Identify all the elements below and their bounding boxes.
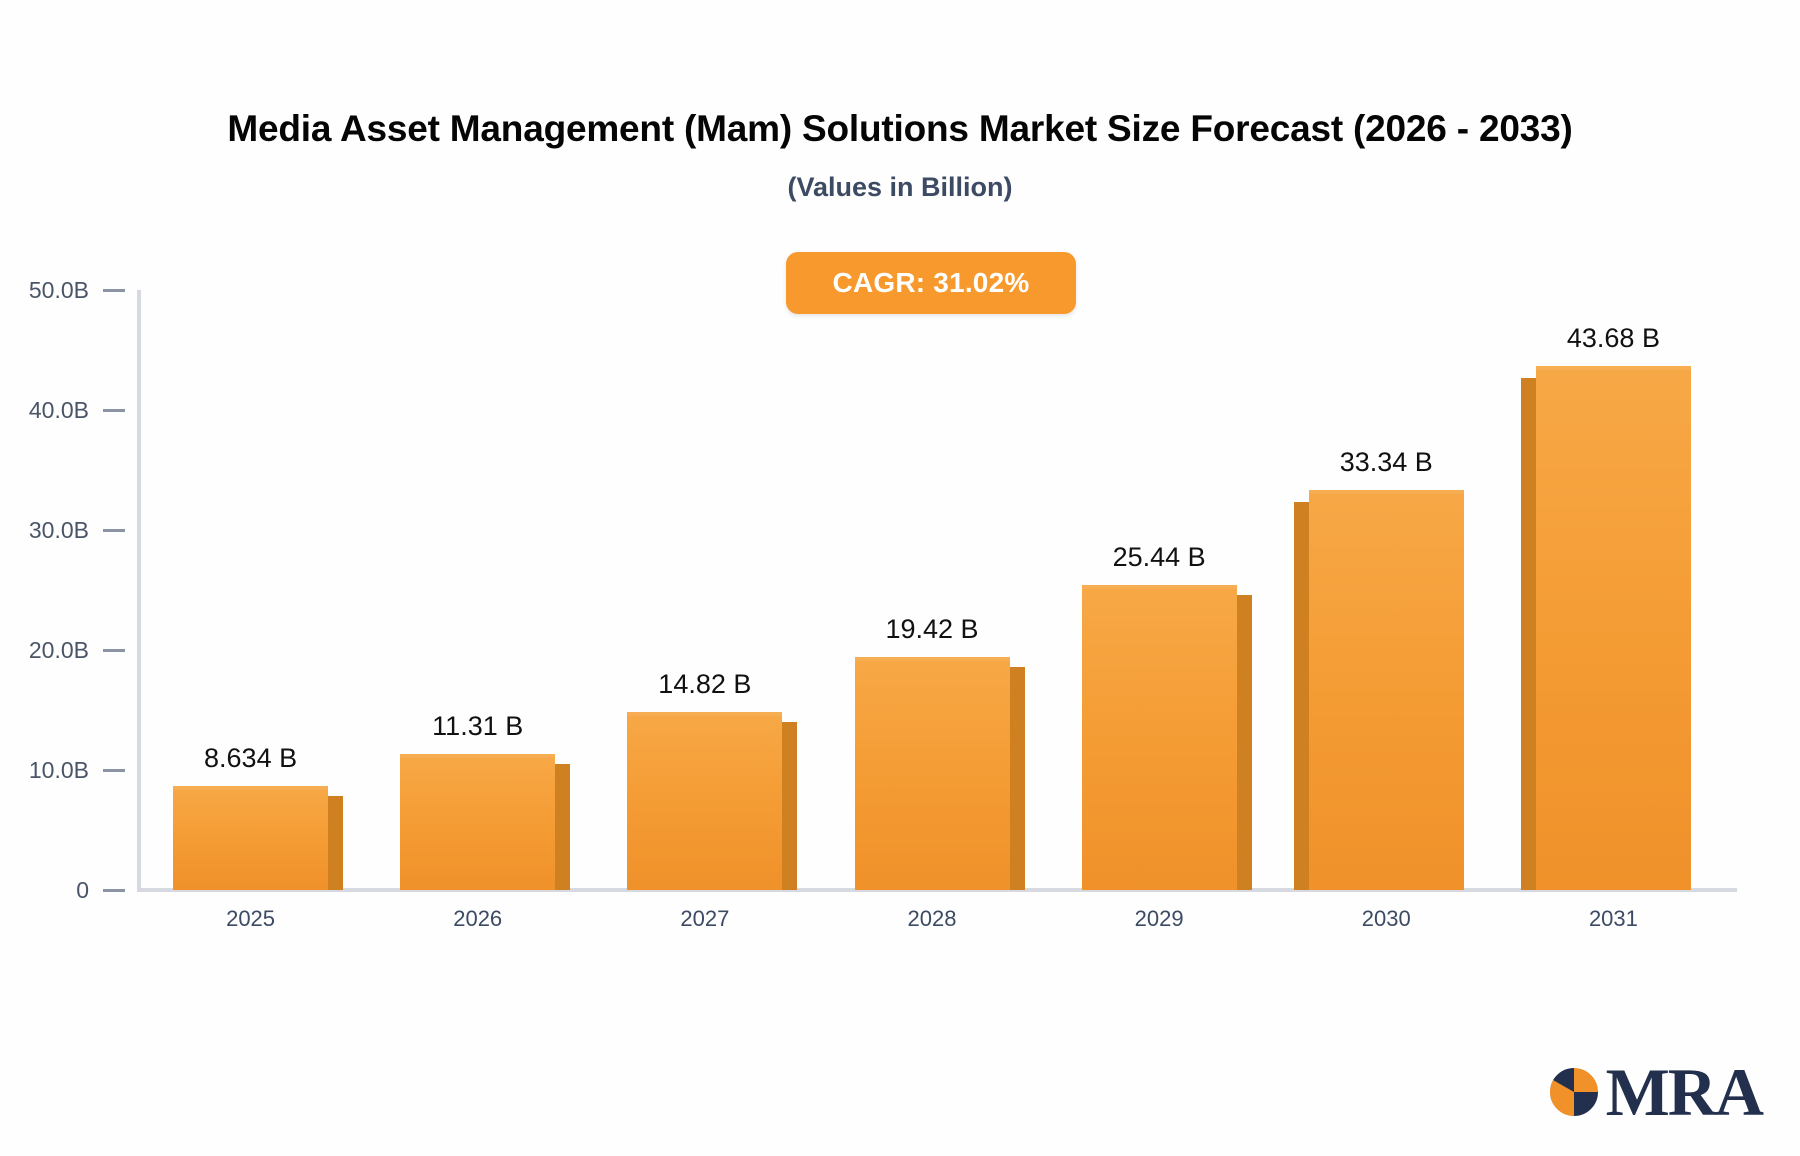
y-axis-tick-label: 10.0B: [28, 756, 89, 783]
y-axis-tick-label: 50.0B: [28, 276, 89, 303]
bar-front-face: [627, 712, 783, 890]
y-axis-tick-mark: [103, 648, 125, 652]
bar-top-face: [1081, 584, 1237, 589]
bar-2026[interactable]: 11.31 B: [400, 711, 571, 890]
bar-value-label: 33.34 B: [1339, 446, 1433, 477]
bar-top-face: [627, 712, 783, 717]
bar-side-face: [1236, 594, 1252, 890]
bar-value-label: 8.634 B: [204, 743, 298, 774]
mra-logo: MRA: [1546, 1054, 1764, 1130]
bar-2031[interactable]: 43.68 B: [1520, 323, 1691, 890]
x-axis-label-2030: 2030: [1361, 906, 1411, 931]
y-axis-tick-mark: [103, 408, 125, 412]
bar-2029[interactable]: 25.44 B: [1081, 542, 1252, 890]
page-subtitle: (Values in Billion): [787, 172, 1013, 202]
bar-value-label: 19.42 B: [885, 613, 979, 644]
bar-top-face: [400, 754, 556, 759]
y-axis-tick-label: 40.0B: [28, 396, 89, 423]
x-axis-baseline: [137, 888, 1737, 892]
y-axis-tick-label: 30.0B: [28, 516, 89, 543]
bar-side-face: [1009, 666, 1025, 890]
page-title: Media Asset Management (Mam) Solutions M…: [227, 108, 1573, 149]
bar-2030[interactable]: 33.34 B: [1293, 447, 1464, 890]
y-axis-tick-label: 0: [76, 876, 89, 903]
bar-side-face: [1293, 501, 1309, 890]
bar-side-face: [555, 764, 571, 890]
bar-top-face: [173, 786, 329, 791]
x-axis-label-2027: 2027: [680, 906, 730, 931]
bar-value-label: 43.68 B: [1566, 322, 1660, 353]
cagr-badge-label: CAGR: 31.02%: [832, 267, 1030, 298]
bar-top-face: [854, 656, 1010, 661]
bar-front-face: [400, 754, 556, 890]
bar-2028[interactable]: 19.42 B: [854, 614, 1025, 890]
x-axis-label-2029: 2029: [1134, 906, 1184, 931]
pie-chart-icon: [1546, 1064, 1602, 1120]
x-axis-label-2031: 2031: [1588, 906, 1638, 931]
y-axis-spine: [137, 290, 141, 890]
cagr-badge: CAGR: 31.02%: [786, 252, 1076, 314]
bar-front-face: [1081, 584, 1237, 890]
bar-front-face: [854, 656, 1010, 890]
bar-side-face: [782, 722, 798, 890]
bar-value-label: 14.82 B: [658, 669, 752, 700]
y-axis-tick-mark: [103, 888, 125, 892]
bar-front-face: [173, 786, 329, 890]
bar-side-face: [328, 796, 344, 890]
y-axis-tick-mark: [103, 768, 125, 772]
y-axis-tick-mark: [103, 528, 125, 532]
x-axis-label-2025: 2025: [226, 906, 276, 931]
bar-value-label: 25.44 B: [1112, 541, 1206, 572]
y-axis-tick-mark: [103, 288, 125, 292]
bar-value-label: 11.31 B: [432, 711, 524, 742]
bar-2027[interactable]: 14.82 B: [627, 669, 798, 890]
bar-top-face: [1535, 365, 1691, 370]
x-axis-label-2028: 2028: [907, 906, 957, 931]
bar-front-face: [1308, 489, 1464, 890]
bar-front-face: [1535, 365, 1691, 890]
logo-wordmark: MRA: [1605, 1054, 1764, 1130]
x-axis-label-2026: 2026: [453, 906, 503, 931]
y-axis-tick-label: 20.0B: [28, 636, 89, 663]
bar-2025[interactable]: 8.634 B: [173, 743, 344, 890]
bar-side-face: [1520, 377, 1536, 890]
bar-top-face: [1308, 489, 1464, 494]
plot-area: 8.634 B 11.31 B 14.82 B 19.42 B 25.44 B 33.34…: [137, 290, 1727, 890]
